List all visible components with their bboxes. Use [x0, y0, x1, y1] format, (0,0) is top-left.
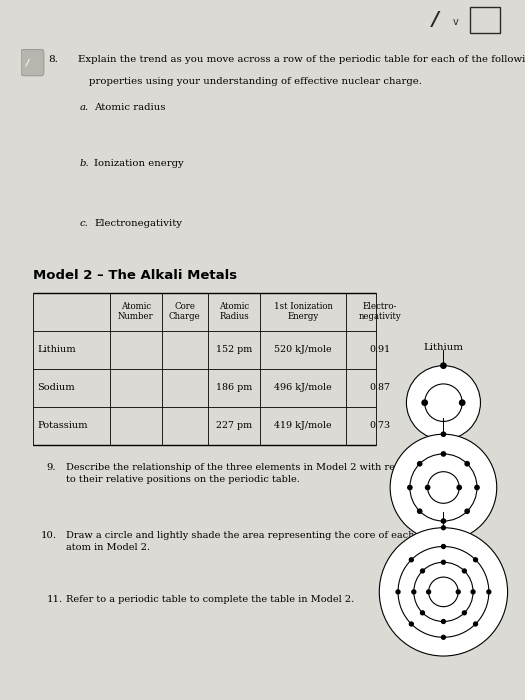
Ellipse shape: [428, 577, 458, 607]
Ellipse shape: [461, 568, 467, 573]
Ellipse shape: [441, 544, 446, 549]
Ellipse shape: [473, 557, 478, 562]
Text: 0.91: 0.91: [369, 345, 390, 354]
Text: Atomic
Radius: Atomic Radius: [219, 302, 249, 321]
Ellipse shape: [379, 528, 508, 656]
Text: Sodium: Sodium: [37, 383, 75, 392]
Ellipse shape: [414, 562, 473, 622]
Text: 227 pm: 227 pm: [216, 421, 252, 430]
Ellipse shape: [390, 434, 497, 541]
Text: 10.: 10.: [41, 531, 57, 540]
Ellipse shape: [398, 547, 489, 637]
Ellipse shape: [456, 589, 461, 594]
Text: Electro-
negativity: Electro- negativity: [359, 302, 401, 321]
Ellipse shape: [420, 610, 425, 615]
Ellipse shape: [464, 508, 470, 514]
Ellipse shape: [440, 363, 447, 369]
Text: properties using your understanding of effective nuclear charge.: properties using your understanding of e…: [89, 76, 422, 85]
Ellipse shape: [441, 559, 446, 565]
Ellipse shape: [410, 454, 477, 521]
Ellipse shape: [441, 635, 446, 640]
Text: Describe the relationship of the three elements in Model 2 with regards
to their: Describe the relationship of the three e…: [66, 463, 423, 484]
Ellipse shape: [425, 384, 462, 421]
Text: v: v: [453, 18, 458, 27]
Ellipse shape: [456, 484, 462, 490]
Ellipse shape: [441, 525, 446, 531]
Ellipse shape: [440, 431, 446, 437]
Ellipse shape: [440, 451, 446, 457]
Text: 419 kJ/mole: 419 kJ/mole: [274, 421, 332, 430]
Text: Lithium: Lithium: [424, 343, 464, 351]
Text: 8.: 8.: [48, 55, 58, 64]
Ellipse shape: [406, 365, 480, 440]
Text: Sodium: Sodium: [424, 411, 463, 420]
Text: Core
Charge: Core Charge: [169, 302, 201, 321]
Text: 186 pm: 186 pm: [216, 383, 252, 392]
Text: /: /: [432, 10, 439, 29]
Ellipse shape: [426, 589, 432, 594]
Ellipse shape: [428, 472, 459, 503]
Text: 496 kJ/mole: 496 kJ/mole: [274, 383, 332, 392]
Text: Model 2 – The Alkali Metals: Model 2 – The Alkali Metals: [34, 269, 237, 281]
Text: Atomic radius: Atomic radius: [94, 103, 165, 111]
Ellipse shape: [421, 399, 428, 406]
Ellipse shape: [486, 589, 491, 594]
Text: Potassium: Potassium: [37, 421, 88, 430]
Text: Ionization energy: Ionization energy: [94, 159, 184, 167]
Text: c.: c.: [79, 218, 88, 228]
Text: 1st Ionization
Energy: 1st Ionization Energy: [274, 302, 332, 321]
Text: 152 pm: 152 pm: [216, 345, 252, 354]
Text: a.: a.: [79, 103, 89, 111]
Ellipse shape: [464, 461, 470, 467]
Ellipse shape: [417, 508, 423, 514]
Text: /: /: [26, 58, 29, 67]
Text: 0.73: 0.73: [369, 421, 390, 430]
Text: 0.87: 0.87: [369, 383, 390, 392]
Text: Lithium: Lithium: [37, 345, 76, 354]
Ellipse shape: [395, 589, 401, 594]
Text: Refer to a periodic table to complete the table in Model 2.: Refer to a periodic table to complete th…: [66, 594, 355, 603]
Ellipse shape: [474, 484, 480, 490]
Ellipse shape: [473, 622, 478, 626]
Text: b.: b.: [79, 159, 89, 167]
Ellipse shape: [407, 484, 413, 490]
Text: Draw a circle and lightly shade the area representing the core of each
atom in M: Draw a circle and lightly shade the area…: [66, 531, 415, 552]
Text: 520 kJ/mole: 520 kJ/mole: [274, 345, 332, 354]
Text: 9.: 9.: [47, 463, 56, 472]
Ellipse shape: [441, 619, 446, 624]
Ellipse shape: [408, 622, 414, 626]
Ellipse shape: [470, 589, 476, 594]
Ellipse shape: [420, 568, 425, 573]
Text: Explain the trend as you move across a row of the periodic table for each of the: Explain the trend as you move across a r…: [78, 55, 525, 64]
Ellipse shape: [408, 557, 414, 562]
Ellipse shape: [425, 484, 430, 490]
Ellipse shape: [411, 589, 416, 594]
Ellipse shape: [459, 399, 466, 406]
Ellipse shape: [417, 461, 423, 467]
Text: Electronegativity: Electronegativity: [94, 218, 182, 228]
Text: Atomic
Number: Atomic Number: [118, 302, 154, 321]
Ellipse shape: [461, 610, 467, 615]
FancyBboxPatch shape: [21, 49, 44, 76]
Text: Potassium: Potassium: [417, 505, 470, 514]
Ellipse shape: [440, 518, 446, 524]
Text: 11.: 11.: [47, 594, 63, 603]
